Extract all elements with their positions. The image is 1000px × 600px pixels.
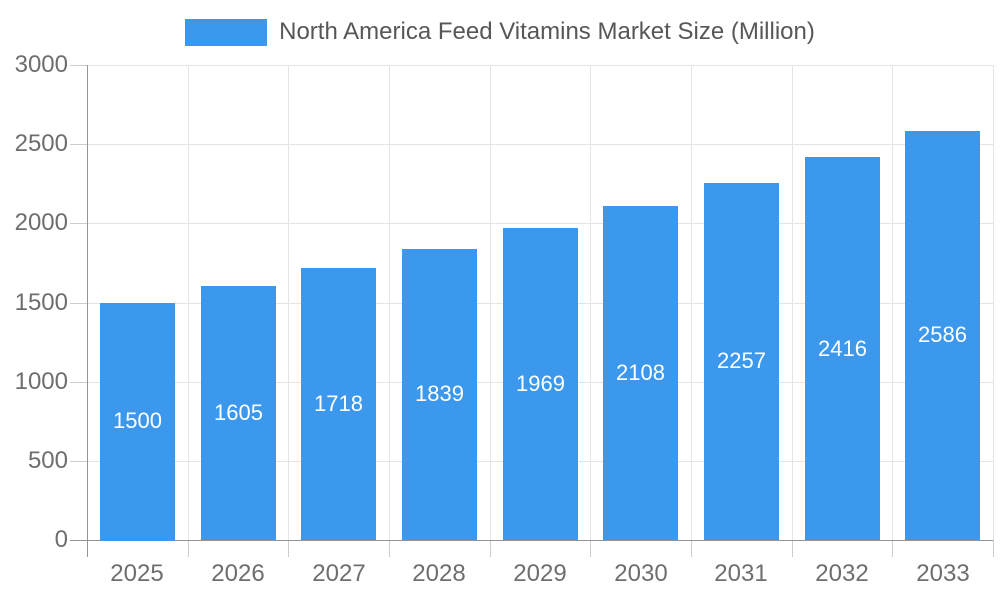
bar-2029: [503, 228, 578, 540]
x-axis-label-2031: 2031: [714, 560, 768, 587]
x-axis-label-2028: 2028: [412, 560, 466, 587]
x-axis-label-2025: 2025: [110, 560, 164, 587]
bar-value-label-2032: 2416: [818, 336, 867, 361]
gridline-v-8: [892, 65, 893, 540]
x-axis-label-2030: 2030: [614, 560, 668, 587]
y-axis-label-2500: 2500: [14, 130, 68, 157]
bar-2031: [704, 183, 779, 540]
x-axis-label-2027: 2027: [312, 560, 366, 587]
y-axis-label-2000: 2000: [14, 209, 68, 236]
legend-label: North America Feed Vitamins Market Size …: [279, 18, 815, 45]
y-tick-1500: [70, 303, 87, 304]
y-axis-label-0: 0: [54, 526, 68, 553]
x-tick-1: [188, 540, 189, 557]
gridline-v-1: [188, 65, 189, 540]
x-axis-label-2026: 2026: [211, 560, 265, 587]
gridline-v-5: [590, 65, 591, 540]
bar-value-label-2027: 1718: [314, 391, 363, 416]
x-tick-6: [691, 540, 692, 557]
y-tick-500: [70, 461, 87, 462]
bar-2025: [100, 303, 175, 541]
gridline-v-4: [490, 65, 491, 540]
bar-2032: [805, 157, 880, 540]
gridline-v-9: [993, 65, 994, 540]
gridline-v-6: [691, 65, 692, 540]
bar-2028: [402, 249, 477, 540]
x-tick-2: [288, 540, 289, 557]
x-tick-8: [892, 540, 893, 557]
bar-value-label-2033: 2586: [918, 322, 967, 347]
x-axis-line: [70, 540, 993, 541]
y-axis-line: [87, 65, 88, 557]
bar-2030: [603, 206, 678, 540]
y-axis-label-500: 500: [27, 447, 68, 474]
bar-2027: [301, 268, 376, 540]
x-tick-3: [389, 540, 390, 557]
gridline-h-3000: [87, 65, 993, 66]
bar-value-label-2031: 2257: [717, 348, 766, 373]
legend-swatch: [185, 18, 268, 46]
y-axis-label-1000: 1000: [14, 368, 68, 395]
x-axis-label-2029: 2029: [513, 560, 567, 587]
bar-2033: [905, 131, 980, 540]
y-tick-1000: [70, 382, 87, 383]
gridline-h-2000: [87, 223, 993, 224]
x-tick-7: [792, 540, 793, 557]
legend-item[interactable]: North America Feed Vitamins Market Size …: [0, 18, 1000, 46]
x-tick-5: [590, 540, 591, 557]
bar-value-label-2029: 1969: [516, 371, 565, 396]
x-axis-label-2032: 2032: [815, 560, 869, 587]
y-tick-3000: [70, 65, 87, 66]
bar-value-label-2025: 1500: [113, 408, 162, 433]
bar-value-label-2026: 1605: [214, 400, 263, 425]
gridline-v-2: [288, 65, 289, 540]
x-axis-label-2033: 2033: [916, 560, 970, 587]
x-tick-4: [490, 540, 491, 557]
bar-value-label-2028: 1839: [415, 381, 464, 406]
y-axis-label-1500: 1500: [14, 289, 68, 316]
x-tick-9: [993, 540, 994, 557]
gridline-v-3: [389, 65, 390, 540]
gridline-h-2500: [87, 144, 993, 145]
bar-value-label-2030: 2108: [616, 360, 665, 385]
y-axis-label-3000: 3000: [14, 51, 68, 78]
gridline-v-7: [792, 65, 793, 540]
y-tick-2000: [70, 223, 87, 224]
y-tick-2500: [70, 144, 87, 145]
bar-2026: [201, 286, 276, 540]
